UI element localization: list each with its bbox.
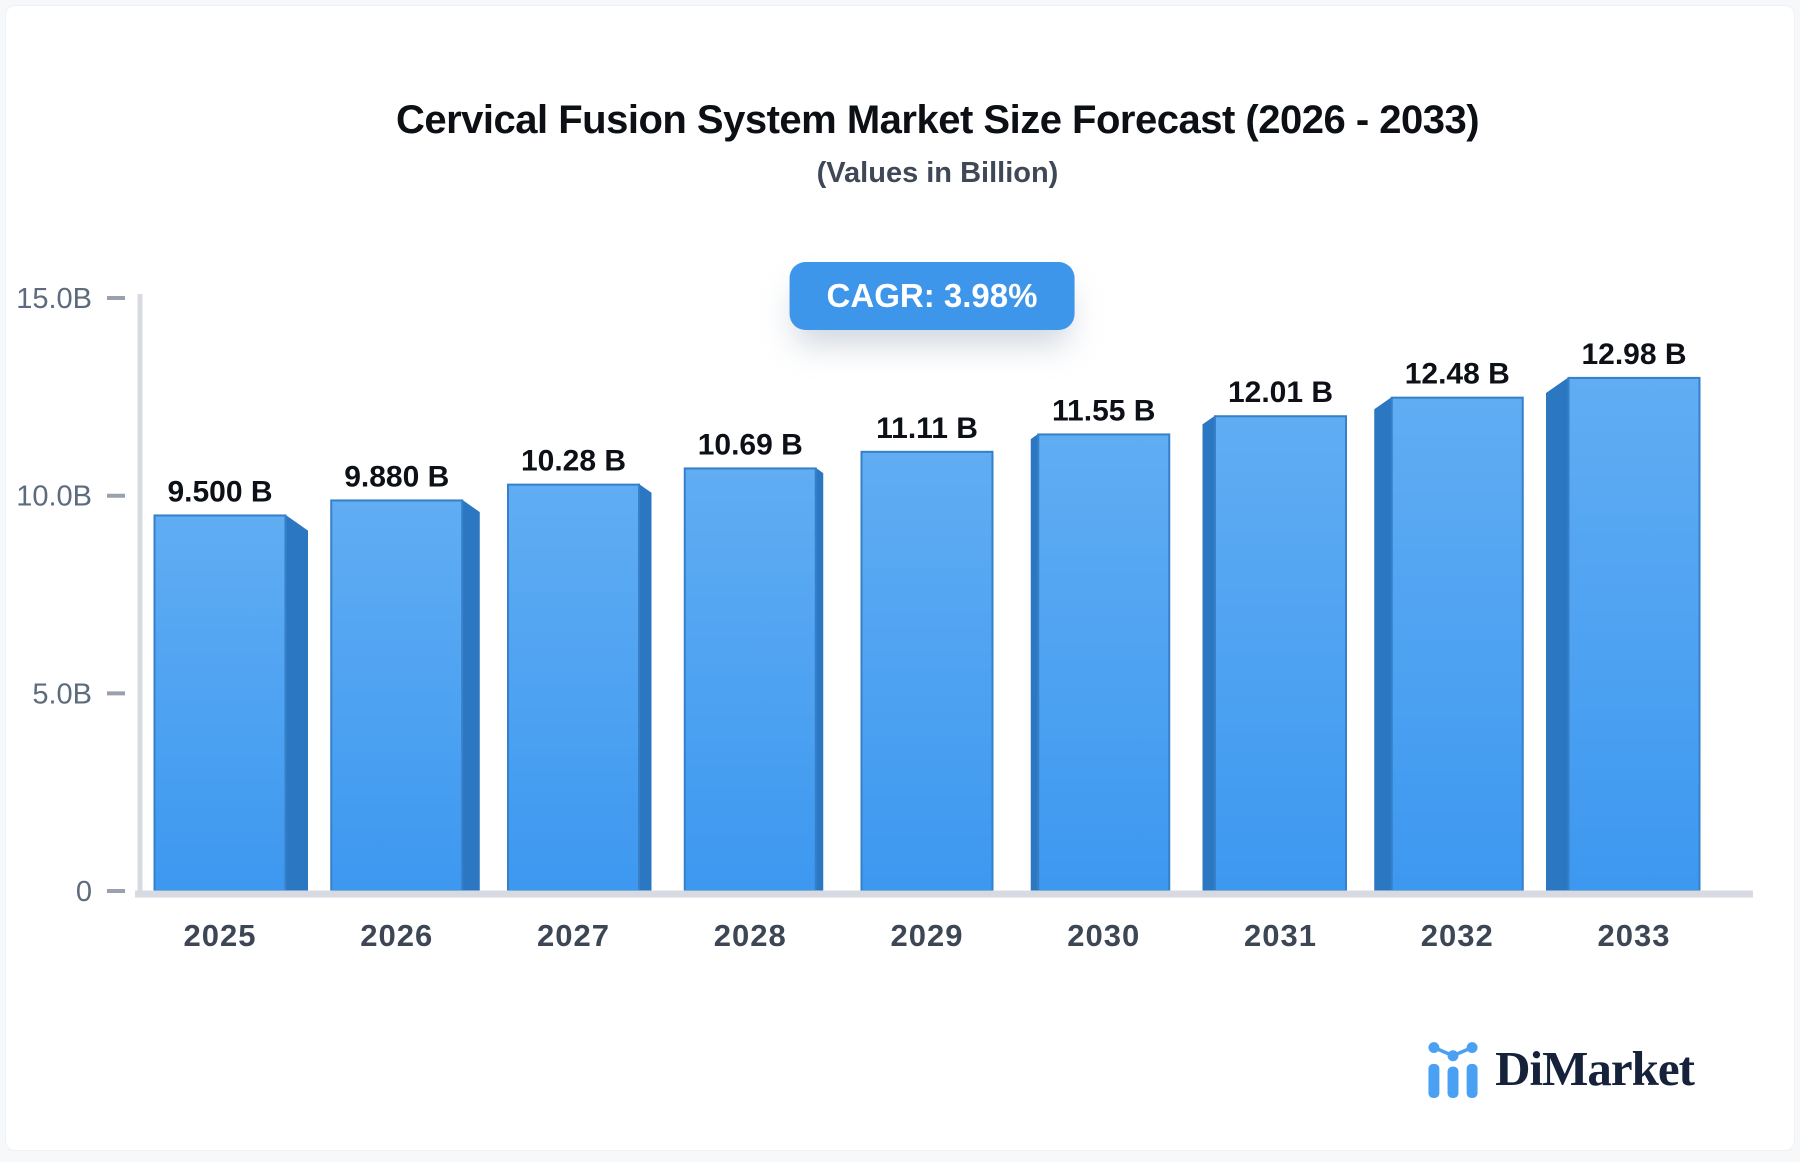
chart-card: Cervical Fusion System Market Size Forec… [5, 5, 1795, 1151]
page-subtitle: (Values in Billion) [816, 157, 1059, 189]
y-tick-label: 10.0B [16, 481, 92, 513]
bar-2027 [507, 483, 640, 892]
bar-2033 [1567, 376, 1701, 893]
bar-value-label: 11.55 B [1052, 394, 1155, 427]
bar-side-2031 [1202, 415, 1216, 892]
bar-value-label: 12.01 B [1228, 376, 1333, 409]
bar-side-2033 [1546, 376, 1569, 892]
x-axis-label: 2029 [891, 918, 964, 953]
bar-value-label: 10.69 B [698, 428, 803, 461]
bar-value-label: 11.11 B [876, 412, 978, 445]
brand-logo: DiMarket [1425, 1038, 1695, 1098]
x-axis-label: 2030 [1067, 918, 1140, 953]
bar-value-label: 9.500 B [167, 475, 272, 508]
x-axis-label: 2025 [184, 918, 257, 953]
bar-value-label: 12.98 B [1581, 338, 1686, 371]
bar-2025 [153, 514, 287, 892]
bar-value-label: 12.48 B [1405, 358, 1510, 391]
x-axis-label: 2033 [1598, 918, 1671, 953]
bar-2026 [330, 499, 464, 892]
y-tick-label: 15.0B [16, 283, 92, 315]
bar-side-2025 [285, 514, 308, 892]
bar-value-label: 10.28 B [521, 445, 626, 478]
bar-2030 [1037, 433, 1171, 892]
bar-side-2030 [1030, 433, 1039, 892]
brand-name: DiMarket [1495, 1040, 1695, 1096]
x-axis-label: 2027 [537, 918, 610, 953]
x-axis-label: 2028 [714, 918, 787, 953]
y-tick-label: 5.0B [32, 678, 92, 710]
y-tick-label: 0 [76, 876, 92, 908]
bar-side-2026 [461, 499, 480, 892]
bar-side-2028 [815, 467, 824, 892]
x-axis-label: 2031 [1244, 918, 1317, 953]
x-axis-label: 2032 [1421, 918, 1494, 953]
x-axis-label: 2026 [360, 918, 433, 953]
bar-2028 [683, 467, 817, 892]
bar-side-2027 [638, 483, 652, 892]
bar-2031 [1214, 415, 1347, 892]
cagr-badge: CAGR: 3.98% [789, 262, 1075, 330]
page-title: Cervical Fusion System Market Size Forec… [395, 98, 1480, 142]
bar-2032 [1390, 396, 1524, 892]
bar-chart: 0 5.0B 10.0B 15.0B 9.500 B 2025 9.880 B 2026 10.… [16, 283, 1753, 953]
bar-value-label: 9.880 B [344, 460, 449, 493]
mini-bar-chart-icon [1428, 1042, 1478, 1098]
chart-header: Cervical Fusion System Market Size Forec… [136, 98, 1739, 190]
bar-side-2032 [1374, 396, 1393, 892]
bar-2029 [860, 450, 994, 892]
